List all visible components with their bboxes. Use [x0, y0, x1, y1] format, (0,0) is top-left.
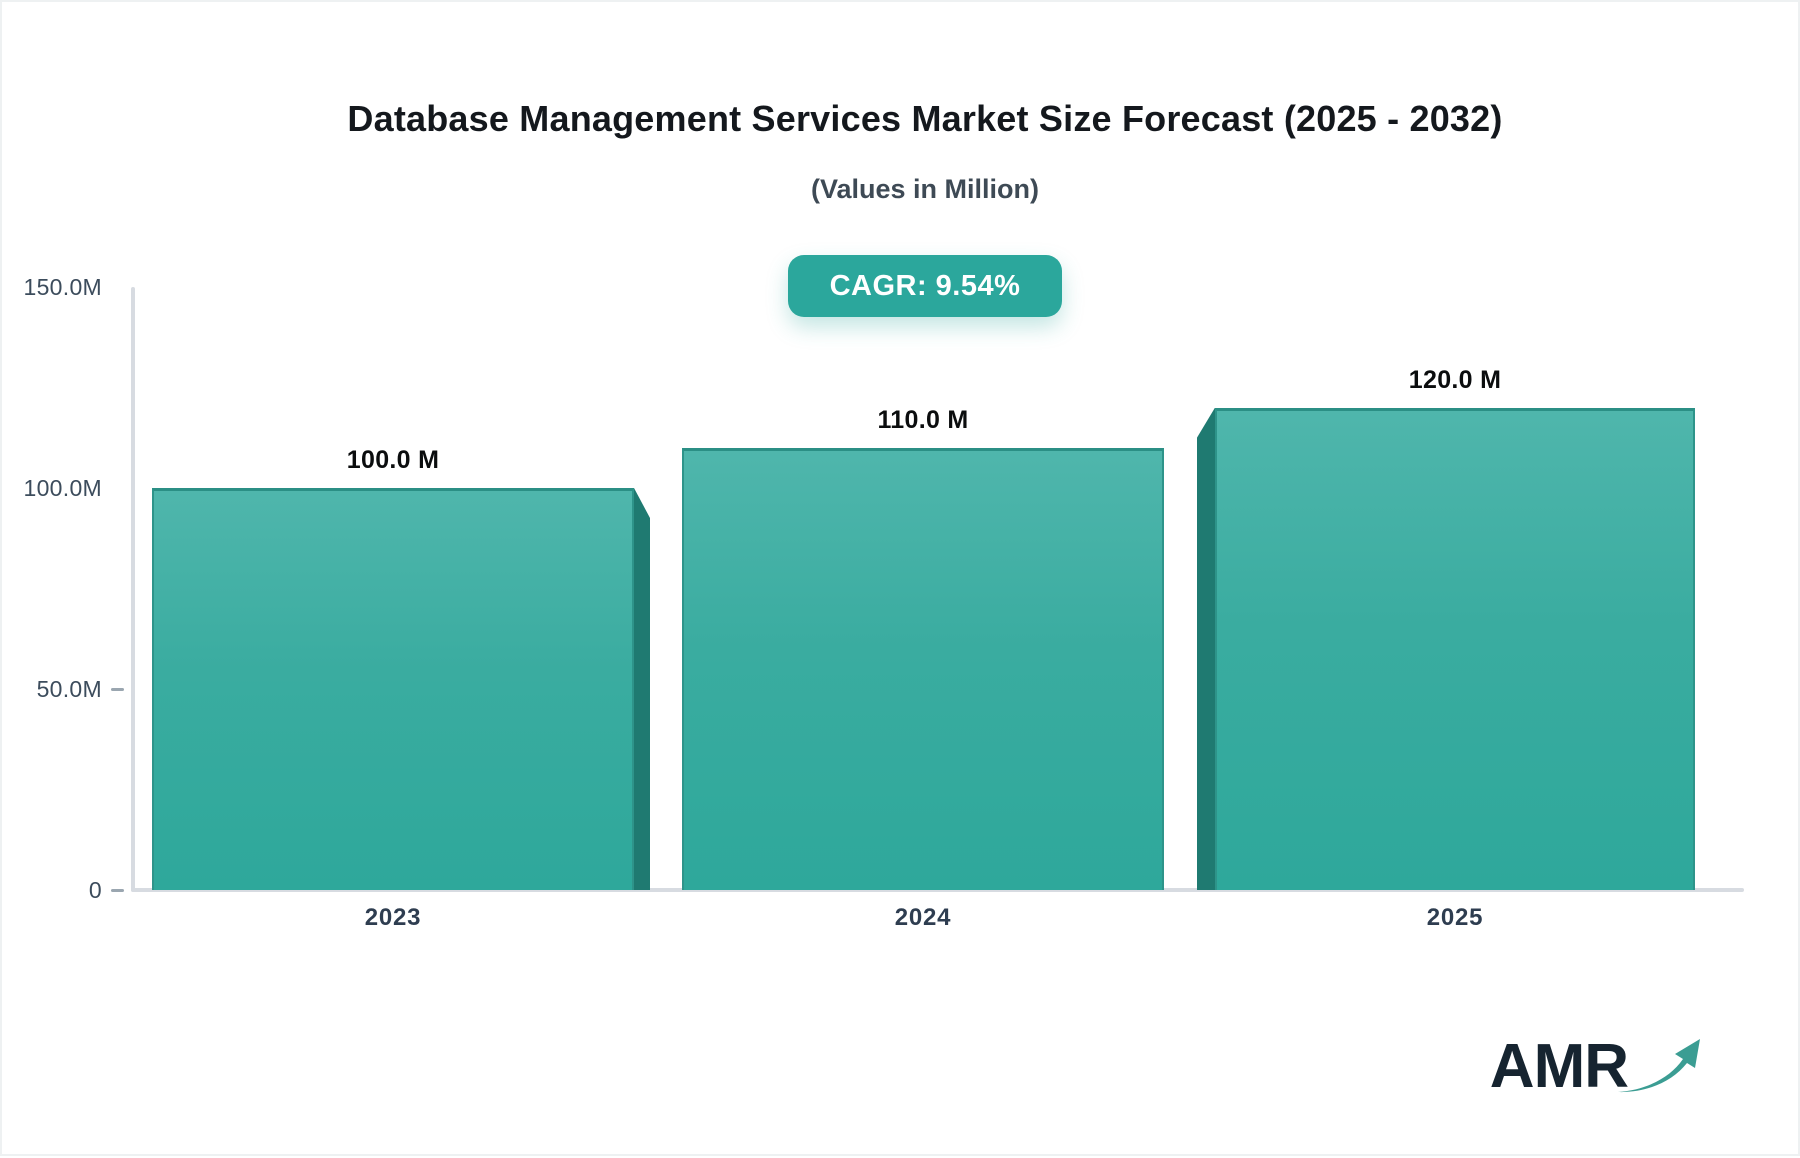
y-tick-label: 0 — [88, 876, 102, 903]
y-tick-label: 100.0M — [23, 474, 102, 501]
x-axis-label-2025: 2025 — [1426, 904, 1484, 931]
amr-logo-text: AMR — [1489, 1032, 1629, 1101]
bar-value-label-2023: 100.0 M — [346, 446, 440, 474]
y-tick-label: 50.0M — [36, 675, 102, 702]
x-axis-label-2023: 2023 — [364, 904, 422, 931]
bar-3d-side-2025 — [1197, 407, 1215, 890]
y-tick-150.0M: 150.0M — [2, 272, 124, 302]
y-tick-label: 150.0M — [23, 273, 102, 300]
y-tick-mark — [111, 888, 124, 892]
bar-3d-side-2023 — [634, 488, 650, 890]
page-title: Database Management Services Market Size… — [347, 98, 1503, 139]
bar-2025 — [1215, 407, 1695, 890]
growth-arrow-icon — [1618, 1039, 1700, 1093]
cagr-badge: CAGR: 9.54% — [788, 255, 1062, 317]
y-tick-0: 0 — [2, 875, 124, 905]
y-axis-line — [131, 287, 135, 892]
bar-value-label-2025: 120.0 M — [1408, 365, 1502, 394]
y-tick-50.0M: 50.0M — [2, 674, 124, 704]
bar-2024 — [682, 447, 1164, 890]
bar-2023 — [152, 488, 634, 890]
bar-value-label-2024: 110.0 M — [877, 405, 969, 434]
y-tick-mark — [111, 687, 124, 691]
chart-subtitle: (Values in Million) — [810, 174, 1040, 204]
amr-logo: AMR — [1490, 1032, 1702, 1098]
y-tick-100.0M: 100.0M — [2, 473, 124, 503]
x-axis-label-2024: 2024 — [894, 904, 952, 931]
cagr-badge-wrap: CAGR: 9.54% — [52, 255, 1798, 317]
x-axis-line — [131, 888, 1744, 892]
